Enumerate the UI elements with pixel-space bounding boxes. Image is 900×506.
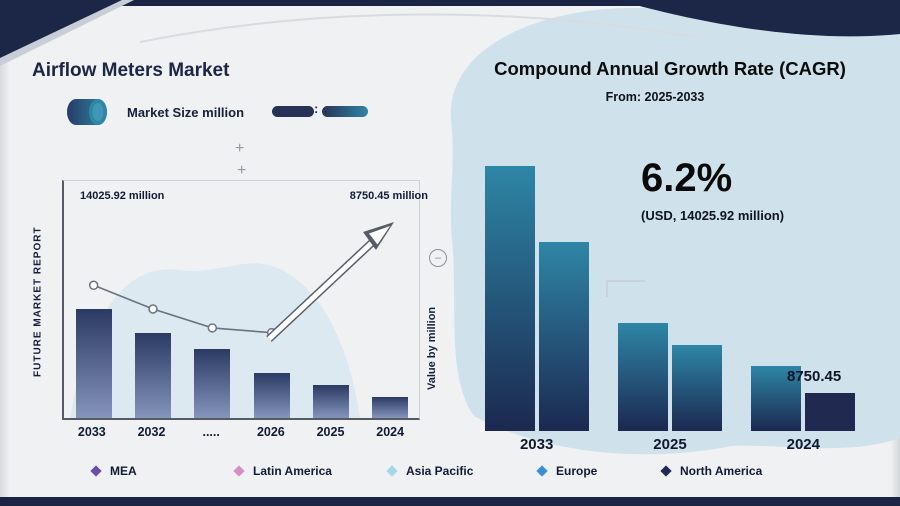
growth-arrow-body <box>267 235 380 341</box>
market-size-chart <box>62 180 420 420</box>
cylinder-icon <box>67 99 107 125</box>
left-chart-max-value: 14025.92 million <box>80 190 165 202</box>
top-bar <box>0 0 900 6</box>
legend-label: North America <box>680 464 763 478</box>
cagr-value: 6.2% <box>641 156 733 200</box>
market-size-legend: Market Size million <box>66 94 244 130</box>
legend-item-north-america: North America <box>660 464 763 478</box>
left-chart-end-value: 8750.45 million <box>349 190 428 202</box>
minus-glyph: – <box>434 252 442 264</box>
legend-item-europe: Europe <box>536 464 598 478</box>
cagr-chart <box>470 161 870 431</box>
plus-icon: + <box>237 162 247 179</box>
x-label-2032: 2032 <box>137 425 166 439</box>
cagr-bar-2025-1 <box>618 323 668 431</box>
plus-icon: + <box>235 140 245 157</box>
trend-markers <box>88 280 277 338</box>
legend-label: Europe <box>556 464 598 478</box>
market-size-bar-2032 <box>135 333 171 418</box>
market-size-bar-2025 <box>313 385 349 418</box>
x-label-2024: 2024 <box>376 425 405 439</box>
growth-arrowhead <box>369 226 390 245</box>
x-label-2025: 2025 <box>653 436 687 453</box>
market-size-bar-2026 <box>254 373 290 418</box>
diamond-icon <box>233 465 245 477</box>
market-size-bar-2024 <box>372 397 408 418</box>
legend-pill-gradient <box>322 106 368 117</box>
right-chart-x-axis: 2033 2025 2024 <box>470 436 870 453</box>
legend-label: MEA <box>110 464 137 478</box>
diamond-icon <box>90 465 102 477</box>
trend-line-and-arrow <box>88 222 394 342</box>
left-chart-title: Airflow Meters Market <box>32 60 230 81</box>
x-label-2025: 2025 <box>316 425 345 439</box>
future-market-report-label: FUTURE MARKET REPORT <box>32 226 44 377</box>
legend-item-mea: MEA <box>90 464 137 478</box>
legend-pill-dark <box>272 106 314 117</box>
cagr-period: From: 2025-2033 <box>605 90 705 104</box>
cagr-bar-2025-2 <box>672 345 722 431</box>
market-size-bar-..... <box>194 349 230 418</box>
market-size-label: Market Size million <box>127 104 245 120</box>
diamond-icon <box>660 465 672 477</box>
pill-separator: : <box>314 101 319 116</box>
top-right-band <box>618 0 900 37</box>
legend-item-asia-pacific: Asia Pacific <box>386 464 474 478</box>
right-chart-title: Compound Annual Growth Rate (CAGR) <box>494 58 846 79</box>
diamond-icon <box>536 465 548 477</box>
market-size-bar-2033 <box>76 309 112 418</box>
corner-triangle <box>0 0 122 58</box>
cagr-bar-2033-2 <box>539 242 589 431</box>
x-label-2033: 2033 <box>519 436 554 453</box>
value-by-million-label: Value by million <box>426 306 438 390</box>
cagr-detail: (USD, 14025.92 million) <box>641 208 785 223</box>
cagr-bar-2024-2 <box>805 393 855 431</box>
diamond-icon <box>386 465 398 477</box>
legend-label: Asia Pacific <box>406 464 474 478</box>
cagr-bar-2024-1 <box>751 366 801 431</box>
x-label-2033: 2033 <box>77 425 106 439</box>
bottom-bar <box>0 497 900 506</box>
left-chart-x-axis: 2033 2032 ..... 2026 2025 2024 <box>62 425 420 439</box>
x-label-ellipsis: ..... <box>202 425 220 439</box>
arc-decoration <box>139 13 701 43</box>
cagr-bar-2033-1 <box>485 166 535 431</box>
x-label-2024: 2024 <box>786 436 820 453</box>
minus-circle-icon: – <box>429 249 447 267</box>
value-2024-label: 8750.45 <box>787 368 842 385</box>
legend-item-latin-america: Latin America <box>233 464 332 478</box>
x-label-2026: 2026 <box>256 425 285 439</box>
legend-label: Latin America <box>253 464 332 478</box>
